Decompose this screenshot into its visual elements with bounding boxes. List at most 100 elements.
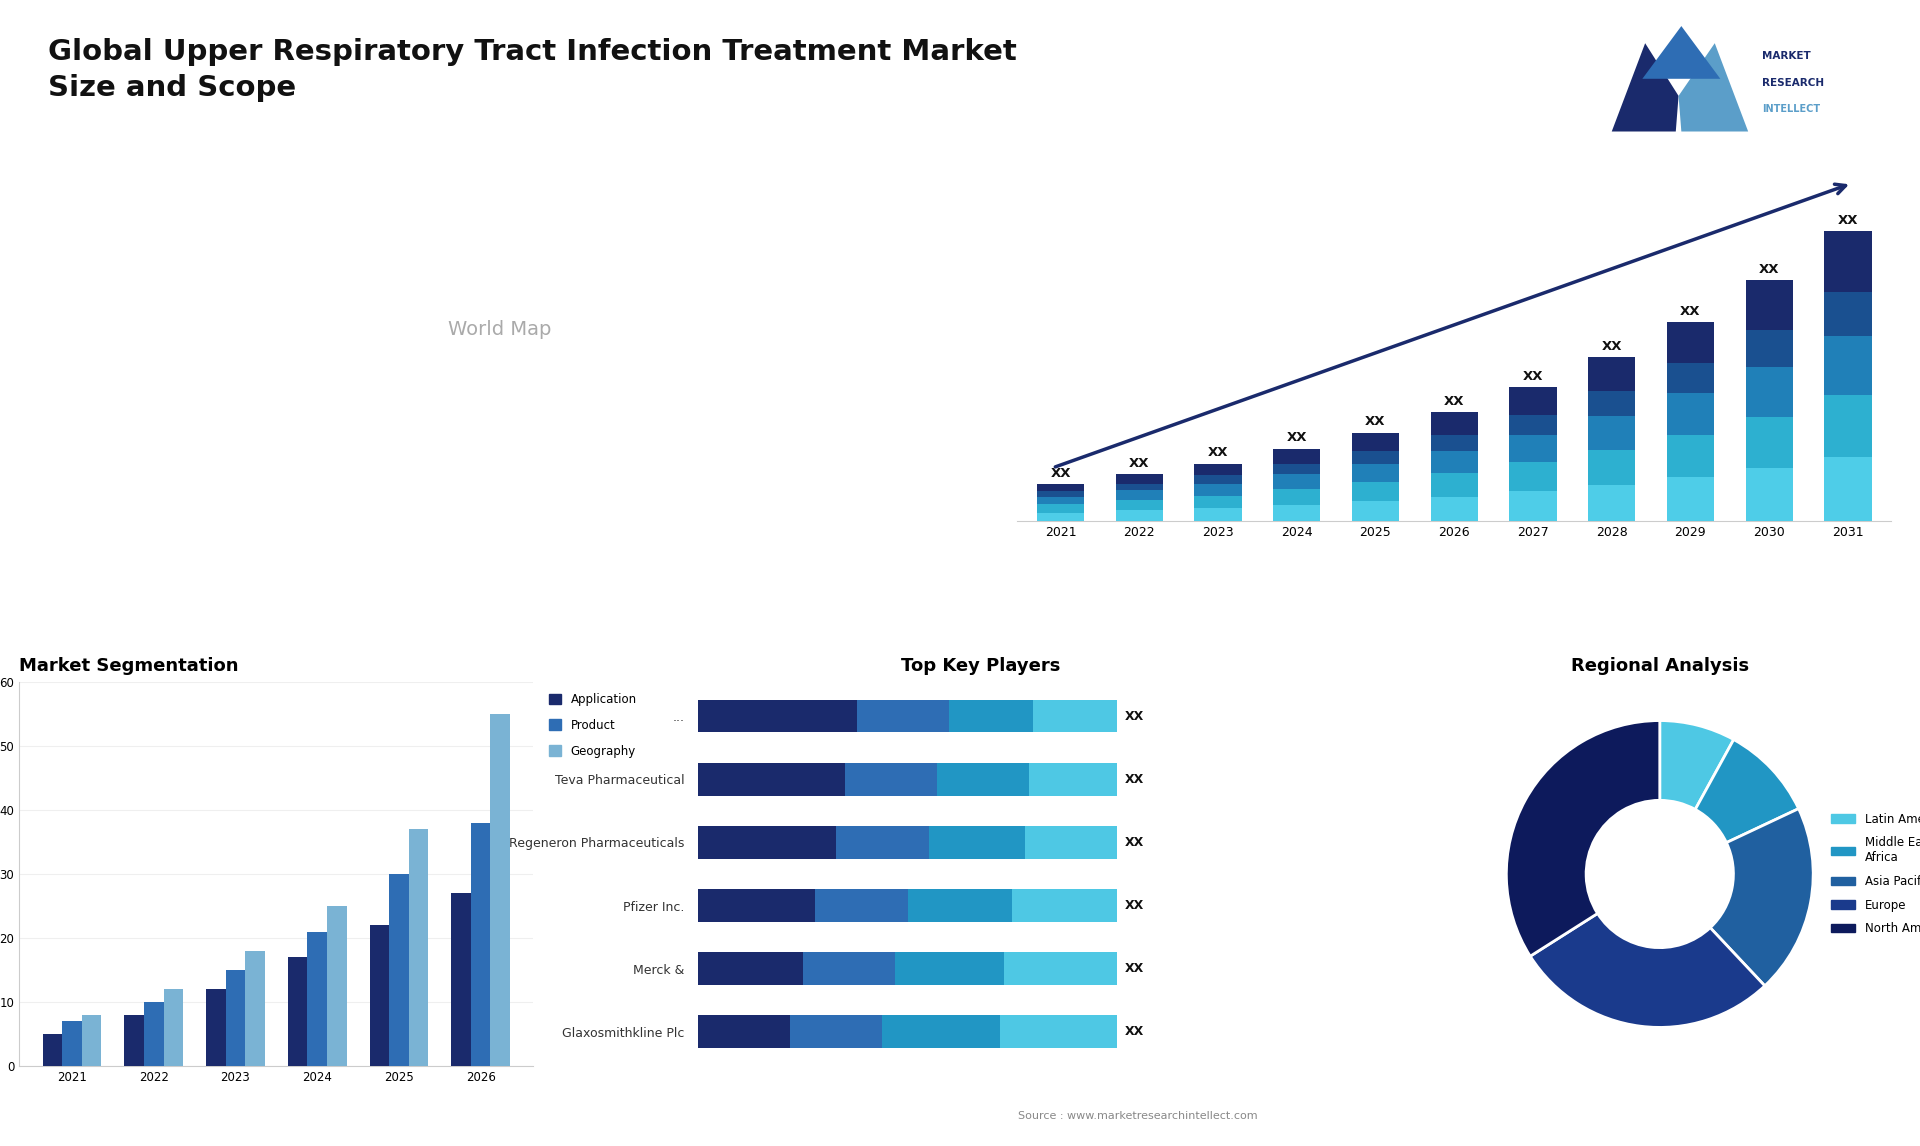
Bar <box>1430 450 1478 473</box>
Bar <box>451 893 470 1066</box>
Text: XX: XX <box>1601 339 1622 353</box>
Bar <box>929 826 1025 858</box>
Bar <box>490 714 511 1066</box>
Wedge shape <box>1695 739 1799 842</box>
Text: XX: XX <box>1365 415 1386 429</box>
Text: Global Upper Respiratory Tract Infection Treatment Market
Size and Scope: Global Upper Respiratory Tract Infection… <box>48 38 1018 102</box>
Bar <box>1667 478 1715 521</box>
Bar <box>1116 510 1164 521</box>
Bar <box>1509 415 1557 434</box>
Bar <box>937 763 1029 795</box>
Bar <box>1430 496 1478 521</box>
Bar <box>699 1015 791 1049</box>
Title: Top Key Players: Top Key Players <box>900 657 1060 675</box>
Bar <box>858 700 950 732</box>
Bar <box>1352 450 1400 464</box>
Bar <box>369 925 390 1066</box>
Text: Source : www.marketresearchintellect.com: Source : www.marketresearchintellect.com <box>1018 1110 1258 1121</box>
Bar <box>1824 231 1872 292</box>
Bar <box>1667 393 1715 434</box>
Bar <box>144 1002 163 1066</box>
Bar <box>1029 763 1117 795</box>
Bar <box>1430 434 1478 450</box>
Bar <box>326 906 348 1066</box>
Bar <box>1037 512 1085 521</box>
Bar <box>1667 322 1715 363</box>
Polygon shape <box>1642 26 1720 79</box>
Bar <box>845 763 937 795</box>
Bar <box>1037 496 1085 504</box>
Bar <box>1667 434 1715 478</box>
Bar <box>1588 391 1636 416</box>
Bar <box>1745 330 1793 367</box>
Bar <box>1194 464 1242 476</box>
Bar <box>1037 504 1085 512</box>
Bar <box>1033 700 1117 732</box>
Text: XX: XX <box>1125 709 1144 723</box>
Wedge shape <box>1711 809 1812 986</box>
Bar <box>1012 889 1117 923</box>
Wedge shape <box>1530 913 1764 1028</box>
Bar <box>1352 433 1400 450</box>
Bar <box>1509 434 1557 463</box>
Text: World Map: World Map <box>447 320 551 339</box>
Text: XX: XX <box>1050 466 1071 479</box>
Polygon shape <box>1678 44 1747 132</box>
Bar <box>699 889 816 923</box>
Text: XX: XX <box>1837 214 1859 227</box>
Wedge shape <box>1507 721 1659 956</box>
Bar <box>470 823 490 1066</box>
Text: XX: XX <box>1125 772 1144 786</box>
Bar <box>409 830 428 1066</box>
Legend: Application, Product, Geography: Application, Product, Geography <box>545 688 641 762</box>
Text: XX: XX <box>1759 264 1780 276</box>
Bar <box>1824 457 1872 521</box>
Text: XX: XX <box>1286 431 1308 445</box>
Legend: Latin America, Middle East &
Africa, Asia Pacific, Europe, North America: Latin America, Middle East & Africa, Asi… <box>1826 808 1920 940</box>
Bar <box>1194 495 1242 509</box>
Bar <box>288 957 307 1066</box>
Bar <box>1588 358 1636 391</box>
Bar <box>1588 449 1636 485</box>
Bar <box>1430 413 1478 434</box>
Bar <box>1273 474 1321 489</box>
Bar <box>1194 484 1242 495</box>
Wedge shape <box>1659 721 1734 809</box>
Bar <box>803 952 895 986</box>
Text: RESEARCH: RESEARCH <box>1763 78 1824 88</box>
Bar <box>1824 292 1872 336</box>
Bar <box>1745 367 1793 417</box>
Bar <box>1509 387 1557 415</box>
Bar <box>227 970 246 1066</box>
Bar <box>699 700 858 732</box>
Bar <box>42 1034 61 1066</box>
Text: XX: XX <box>1444 395 1465 408</box>
Bar <box>895 952 1004 986</box>
Bar <box>908 889 1012 923</box>
Bar <box>1824 336 1872 395</box>
Bar <box>205 989 227 1066</box>
Text: XX: XX <box>1125 900 1144 912</box>
Polygon shape <box>1611 44 1678 132</box>
Text: MARKET: MARKET <box>1763 52 1811 62</box>
Bar <box>61 1021 83 1066</box>
Title: Regional Analysis: Regional Analysis <box>1571 657 1749 675</box>
Bar <box>1509 492 1557 521</box>
Bar <box>1588 485 1636 521</box>
Bar <box>1745 281 1793 330</box>
Bar <box>1352 501 1400 521</box>
Bar <box>1000 1015 1117 1049</box>
Bar <box>1273 505 1321 521</box>
Text: XX: XX <box>1208 446 1229 460</box>
Bar <box>1004 952 1117 986</box>
Bar <box>1116 500 1164 510</box>
Bar <box>1037 484 1085 492</box>
Bar <box>246 951 265 1066</box>
Bar <box>950 700 1033 732</box>
Text: XX: XX <box>1129 457 1150 470</box>
Bar <box>1116 474 1164 484</box>
Bar <box>1273 464 1321 474</box>
Bar <box>163 989 182 1066</box>
Bar <box>125 1014 144 1066</box>
Bar <box>699 763 845 795</box>
